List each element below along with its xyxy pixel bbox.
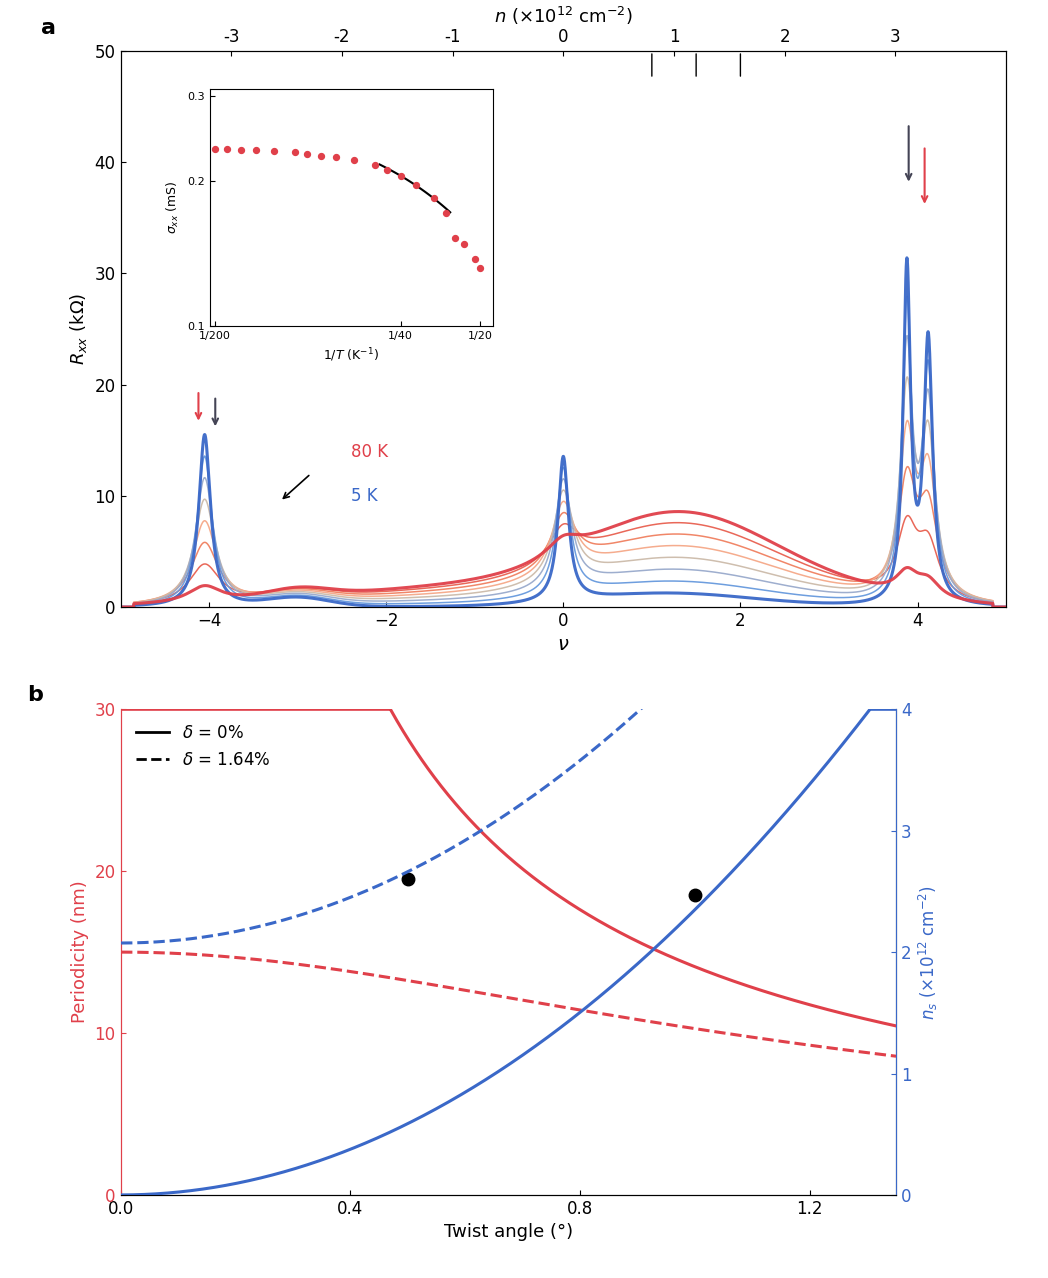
X-axis label: Twist angle (°): Twist angle (°): [443, 1223, 573, 1241]
Point: [248, 139, 265, 160]
Point: [312, 146, 329, 166]
Y-axis label: $\sigma_{xx}$ (mS): $\sigma_{xx}$ (mS): [166, 181, 181, 234]
Point: [346, 150, 363, 170]
Point: [328, 147, 345, 167]
Point: [266, 141, 283, 161]
Point: [206, 139, 223, 160]
Point: [437, 202, 454, 222]
Point: [367, 155, 384, 175]
Text: 80 K: 80 K: [351, 443, 388, 461]
Legend: $\delta$ = 0%, $\delta$ = 1.64%: $\delta$ = 0%, $\delta$ = 1.64%: [129, 718, 278, 776]
X-axis label: $n$ ($\times$10$^{12}$ cm$^{-2}$): $n$ ($\times$10$^{12}$ cm$^{-2}$): [494, 5, 633, 27]
Point: [408, 175, 424, 196]
Point: [219, 139, 236, 160]
Point: [392, 166, 409, 187]
Point: [287, 142, 304, 162]
Text: a: a: [41, 18, 56, 38]
Point: [472, 258, 488, 279]
X-axis label: $\nu$: $\nu$: [558, 635, 569, 654]
Point: [299, 143, 315, 164]
Point: [466, 248, 483, 268]
Text: 5 K: 5 K: [351, 487, 377, 505]
Y-axis label: $R_{xx}$ (k$\Omega$): $R_{xx}$ (k$\Omega$): [68, 293, 89, 366]
Y-axis label: Periodicity (nm): Periodicity (nm): [71, 881, 89, 1024]
Point: [425, 188, 442, 208]
Point: [378, 160, 395, 180]
Text: b: b: [27, 685, 43, 705]
Y-axis label: $n_s$ ($\times$10$^{12}$ cm$^{-2}$): $n_s$ ($\times$10$^{12}$ cm$^{-2}$): [917, 884, 940, 1020]
X-axis label: $1/T$ (K$^{-1}$): $1/T$ (K$^{-1}$): [323, 346, 379, 364]
Point: [233, 139, 249, 160]
Point: [446, 229, 463, 249]
Point: [456, 234, 473, 254]
